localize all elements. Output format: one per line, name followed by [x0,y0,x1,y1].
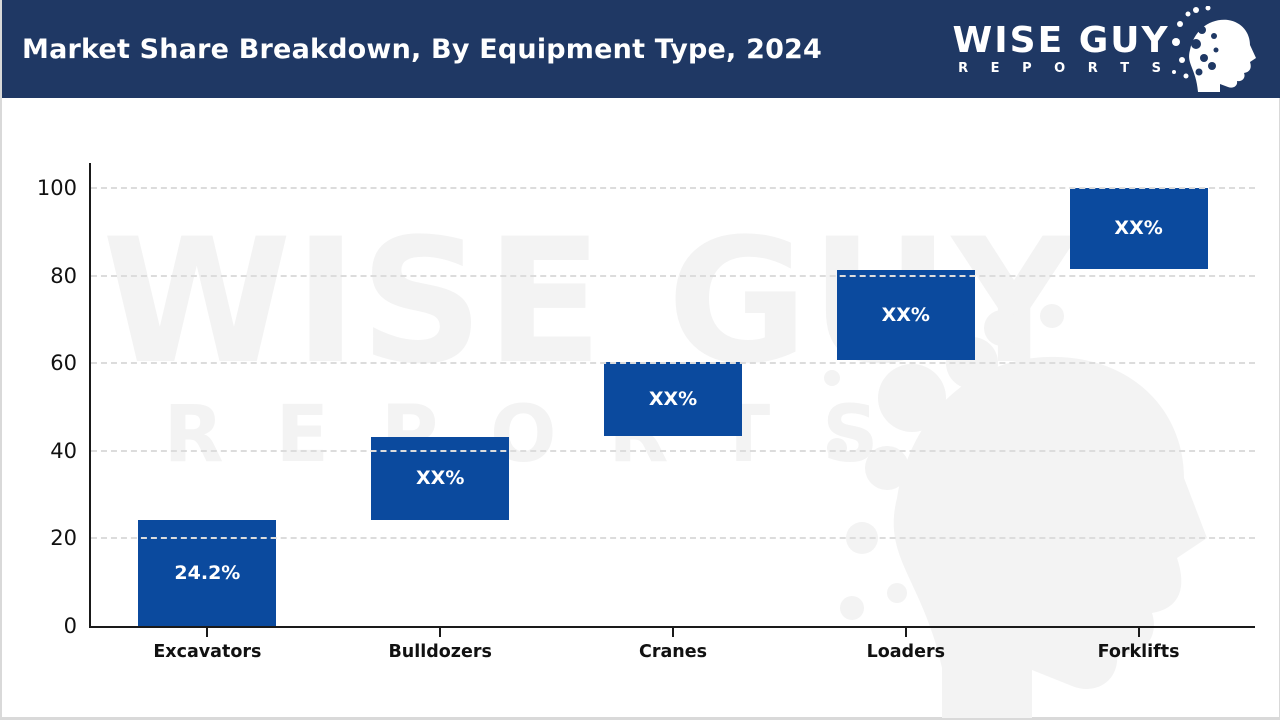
y-tick-label-0: 0 [63,614,77,638]
x-tick-loaders [904,628,907,637]
gridline-20 [91,537,1255,540]
page-title: Market Share Breakdown, By Equipment Typ… [22,33,823,65]
logo-wiseguy-text: WISE GUY [952,19,1170,61]
bar-forklifts: XX% [1069,188,1208,269]
bar-value-label: XX% [416,467,465,490]
x-category-label-bulldozers: Bulldozers [388,642,492,662]
y-tick-label-80: 80 [50,263,77,288]
logo-reports-text: R E P O R T S [958,61,1170,77]
x-tick-excavators [206,628,209,637]
y-tick-label-100: 100 [36,176,77,200]
bar-loaders: XX% [836,270,975,360]
y-tick-label-60: 60 [50,351,77,376]
gridline-100 [91,187,1255,189]
header-bar: Market Share Breakdown, By Equipment Typ… [2,0,1280,98]
x-tick-bulldozers [439,628,442,637]
bar-value-label: XX% [881,304,930,327]
bar-cranes: XX% [604,362,742,436]
y-axis-line [89,163,91,628]
gridline-60 [91,362,1255,365]
y-tick-label-40: 40 [50,438,77,463]
x-category-label-cranes: Cranes [638,642,708,662]
x-category-label-excavators: Excavators [153,642,262,662]
x-axis-line [89,626,1255,628]
gridline-40 [91,449,1255,452]
x-category-label-loaders: Loaders [866,642,946,662]
bar-excavators: 24.2% [138,520,277,626]
x-tick-forklifts [1137,628,1140,637]
x-tick-cranes [672,628,674,637]
x-category-label-forklifts: Forklifts [1097,642,1180,662]
bar-value-label: XX% [1114,217,1163,240]
logo-head-icon [1172,6,1256,92]
y-tick-label-20: 20 [50,526,77,551]
bar-value-label: 24.2% [174,561,241,584]
bar-value-label: XX% [648,388,698,411]
logo-text: WISE GUY R E P O R T S [952,19,1170,77]
gridline-80 [91,274,1255,277]
wise-guy-reports-logo: WISE GUY R E P O R T S [952,6,1256,92]
